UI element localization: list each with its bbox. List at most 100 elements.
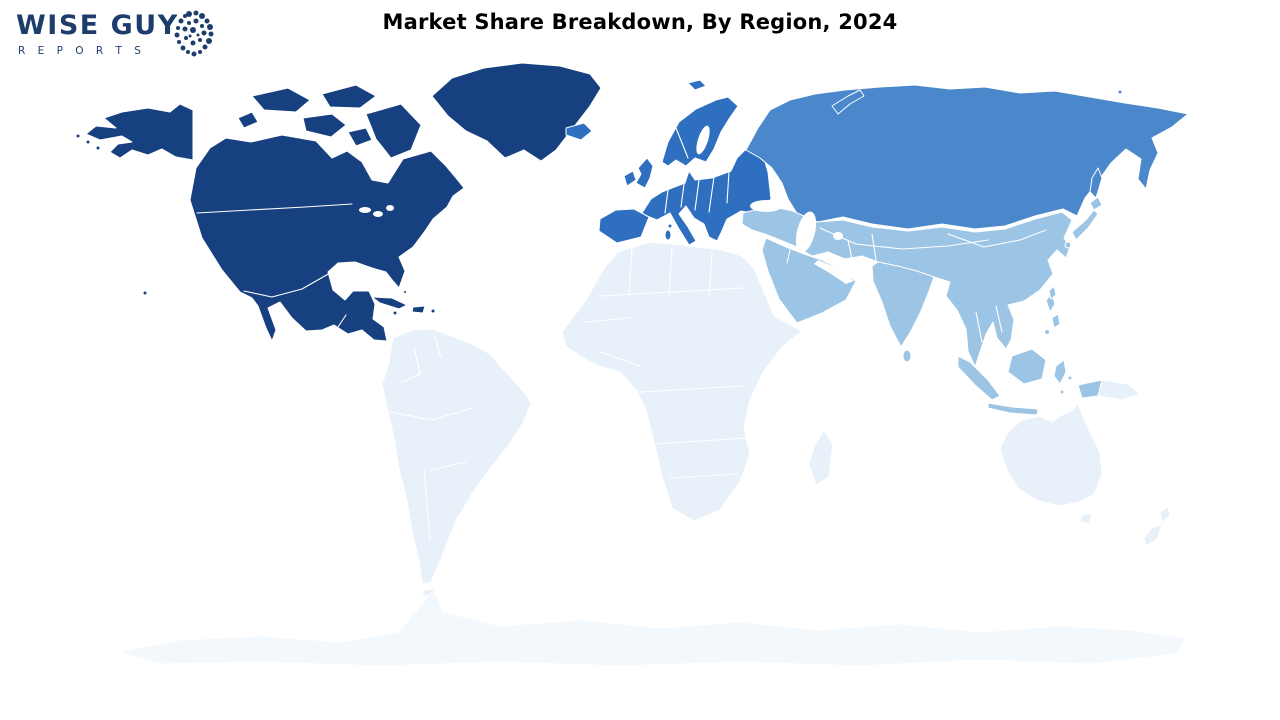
europe-border: [680, 183, 685, 208]
madagascar: [808, 429, 834, 486]
europe-border: [664, 189, 669, 214]
africa-border: [599, 351, 641, 367]
logo-line1: WISE GUY: [16, 10, 179, 41]
south-america: [381, 328, 532, 585]
iberia: [598, 208, 650, 244]
new-guinea-east: [1097, 379, 1141, 401]
mainland-north-america: [189, 134, 465, 342]
mexico-guatemala-border: [337, 314, 347, 328]
great-lake: [373, 211, 383, 217]
black-sea: [750, 200, 782, 212]
africa-border: [628, 247, 633, 297]
japan-hokkaido: [1089, 196, 1103, 211]
iceland: [565, 122, 593, 141]
head-dots-icon: [174, 10, 214, 57]
region-russia: [745, 84, 1189, 230]
arabian-peninsula: [761, 237, 857, 324]
great-britain: [635, 157, 654, 189]
africa-border: [599, 287, 745, 297]
chile-argentina-border: [423, 467, 431, 541]
europe-border: [726, 171, 730, 204]
india: [871, 261, 935, 348]
arctic-island: [302, 113, 347, 138]
aleutian-island: [75, 133, 81, 139]
region-rest-of-world: [381, 241, 1171, 597]
wrangel-island: [1117, 89, 1123, 95]
south-america-border: [389, 407, 473, 421]
caspian-sea: [795, 211, 817, 253]
persian-gulf: [814, 260, 854, 284]
thailand-border: [975, 311, 983, 343]
africa-border: [654, 437, 747, 445]
taiwan: [1048, 285, 1057, 300]
africa-border: [668, 247, 673, 297]
region-asia: [741, 196, 1103, 416]
ireland: [623, 170, 637, 187]
europe-border: [694, 179, 700, 211]
japan-honshu: [1071, 209, 1099, 241]
greenland: [431, 62, 602, 162]
arctic-island: [237, 111, 259, 129]
page-title: Market Share Breakdown, By Region, 2024: [382, 10, 898, 34]
baffin-island: [365, 103, 422, 159]
sri-lanka: [902, 349, 912, 363]
corsica: [667, 223, 673, 229]
moluccas: [1067, 375, 1073, 381]
logo-group: WISE GUY R E P O R T S: [16, 10, 214, 57]
hawaii: [142, 290, 148, 296]
bahamas: [403, 290, 407, 294]
sardinia: [664, 229, 672, 241]
south-america-border: [433, 333, 442, 359]
africa-border: [708, 251, 713, 297]
arctic-island: [251, 87, 311, 113]
south-america-border: [429, 461, 467, 471]
scandinavia: [661, 96, 739, 167]
region-antarctica: [117, 589, 1187, 667]
sakhalin: [1089, 167, 1103, 199]
south-america-border: [401, 346, 421, 383]
norway-sweden-border: [675, 127, 689, 159]
us-canada-border: [196, 203, 353, 214]
wise-guy-reports-logo: WISE GUY R E P O R T S: [16, 10, 214, 57]
africa: [561, 241, 803, 522]
europe-mainland: [641, 149, 772, 246]
great-lake: [386, 205, 394, 211]
country-borders: [196, 127, 1047, 541]
arabia-border: [786, 249, 791, 264]
afghanistan-border: [871, 233, 877, 261]
new-zealand-north: [1159, 505, 1171, 523]
borneo: [1007, 348, 1047, 385]
moluccas: [1059, 389, 1065, 395]
antarctica: [117, 589, 1187, 667]
australia: [999, 403, 1103, 507]
tasmania: [1079, 512, 1093, 525]
japan-kyushu: [1064, 241, 1072, 249]
great-lake: [359, 207, 371, 213]
cuba: [371, 296, 408, 310]
aleutian-island: [85, 139, 91, 145]
africa-border: [584, 317, 631, 323]
svalbard: [687, 79, 707, 91]
iran-border: [847, 239, 853, 260]
hispaniola: [411, 305, 426, 314]
russia-mainland: [745, 84, 1189, 230]
sulawesi: [1053, 359, 1067, 385]
kazakhstan-south-border: [819, 227, 989, 250]
arctic-island: [347, 127, 373, 147]
arctic-island: [321, 84, 377, 109]
sumatra: [957, 355, 1001, 401]
africa-border: [639, 385, 745, 393]
mindanao: [1044, 329, 1050, 335]
alaska: [85, 103, 194, 161]
aleutian-island: [95, 145, 101, 151]
jamaica: [392, 310, 398, 316]
logo-line2: R E P O R T S: [18, 45, 145, 57]
mongolia-border: [947, 229, 1047, 248]
africa-border: [669, 473, 739, 479]
puerto-rico: [430, 308, 436, 314]
indochina-border: [995, 305, 1003, 333]
novaya-zemlya: [831, 89, 865, 115]
us-mexico-border: [243, 272, 331, 298]
